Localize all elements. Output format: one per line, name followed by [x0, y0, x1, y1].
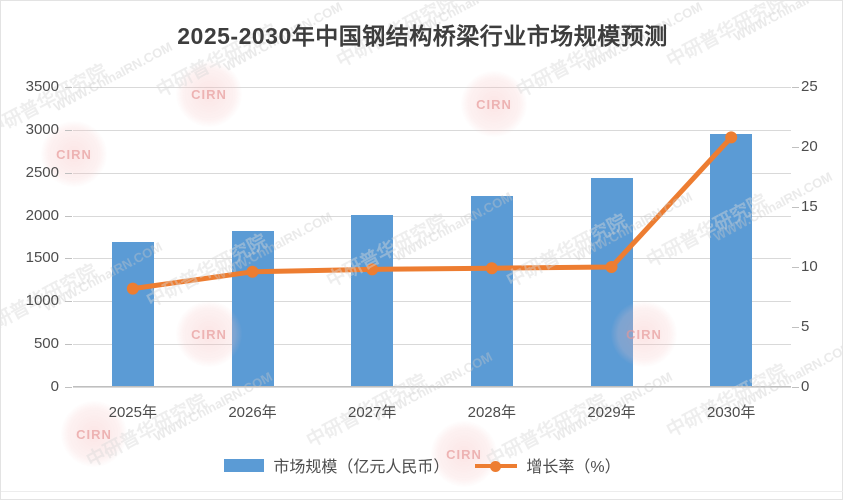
y-axis-left-tick-label: 2000: [25, 206, 59, 224]
y-axis-left-tick-label: 1000: [25, 292, 59, 310]
gridline: [73, 301, 791, 303]
gridline: [73, 258, 791, 260]
axis-baseline: [73, 386, 791, 387]
y-axis-left-tick: [65, 129, 72, 131]
y-axis-right-tick: [792, 147, 799, 148]
y-axis-left-tick: [65, 387, 72, 388]
y-axis-left-tick: [65, 87, 72, 88]
y-axis-left-tick: [65, 215, 72, 217]
x-axis-category-label: 2028年: [467, 404, 516, 421]
chart-legend: 市场规模（亿元人民币） 增长率（%）: [1, 453, 843, 477]
y-axis-right-tick-label: 25: [801, 78, 818, 95]
bottom-divider: [1, 491, 843, 492]
y-axis-right-tick-label: 10: [801, 258, 818, 275]
y-axis-right-tick-label: 0: [801, 378, 810, 395]
y-axis-right-tick: [792, 87, 799, 88]
chart-title: 2025-2030年中国钢结构桥梁行业市场规模预测: [177, 23, 668, 49]
bar[interactable]: [710, 134, 753, 387]
gridline: [73, 387, 791, 388]
gridline: [73, 87, 791, 88]
line-marker[interactable]: 2027年: 9.8: [366, 263, 379, 276]
y-axis-left-tick-label: 1500: [25, 249, 59, 267]
x-axis-category-label: 2029年: [587, 404, 636, 421]
y-axis-right-tick: [792, 327, 799, 328]
line-marker[interactable]: 2029年: 10: [605, 261, 618, 273]
y-axis-left-tick-label: 3500: [25, 78, 59, 95]
y-axis-left-tick: [65, 172, 72, 174]
gridline: [73, 215, 791, 217]
bar[interactable]: [470, 195, 513, 387]
y-axis-left-tick: [65, 344, 72, 346]
y-axis-right-tick: [792, 387, 799, 388]
line-marker[interactable]: 2026年: 9.6: [246, 265, 259, 278]
line-marker[interactable]: 2025年: 8.2: [126, 282, 139, 295]
x-axis-category-label: 2027年: [348, 404, 397, 421]
x-axis-category-label: 2030年: [707, 404, 756, 421]
legend-label-growth-rate: 增长率（%）: [526, 459, 621, 476]
bar[interactable]: [351, 214, 394, 387]
line-marker[interactable]: 2030年: 20.8: [725, 131, 738, 144]
y-axis-left-tick: [65, 258, 72, 260]
x-axis-category-label: 2025年: [108, 404, 157, 421]
gridline: [73, 344, 791, 346]
legend-label-market-size: 市场规模（亿元人民币）: [273, 459, 450, 476]
y-axis-left-tick: [65, 301, 72, 303]
plot-area: 2025年: 8.2 2026年: 9.6 2027年: 9.8 2028年: 9.9…: [73, 87, 791, 388]
y-axis-left-tick-label: 0: [50, 378, 59, 395]
line-series: 2025年: 8.2 2026年: 9.6 2027年: 9.8 2028年: 9.9…: [126, 131, 738, 295]
legend-item-market-size[interactable]: 市场规模（亿元人民币）: [224, 453, 449, 477]
gridline: [73, 129, 791, 131]
x-axis-category-label: 2026年: [228, 404, 277, 421]
gridline: [73, 172, 791, 174]
y-axis-right-tick-label: 15: [801, 198, 818, 215]
line-marker[interactable]: 2028年: 9.9: [485, 262, 498, 275]
legend-swatch-bar-icon: [224, 458, 265, 472]
y-axis-left-tick-label: 500: [33, 335, 59, 353]
y-axis-left-tick-label: 2500: [25, 163, 59, 181]
bar[interactable]: [111, 242, 154, 387]
legend-swatch-line-icon: [475, 459, 518, 472]
legend-item-growth-rate[interactable]: 增长率（%）: [475, 453, 621, 477]
y-axis-right-tick: [792, 267, 799, 268]
growth-rate-line: [130, 134, 734, 292]
y-axis-right-tick-label: 20: [801, 138, 818, 155]
y-axis-right-tick: [792, 207, 799, 208]
y-axis-left-tick-label: 3000: [25, 120, 59, 138]
y-axis-right-tick-label: 5: [801, 318, 810, 335]
bar[interactable]: [590, 177, 633, 387]
bar[interactable]: [231, 231, 274, 387]
